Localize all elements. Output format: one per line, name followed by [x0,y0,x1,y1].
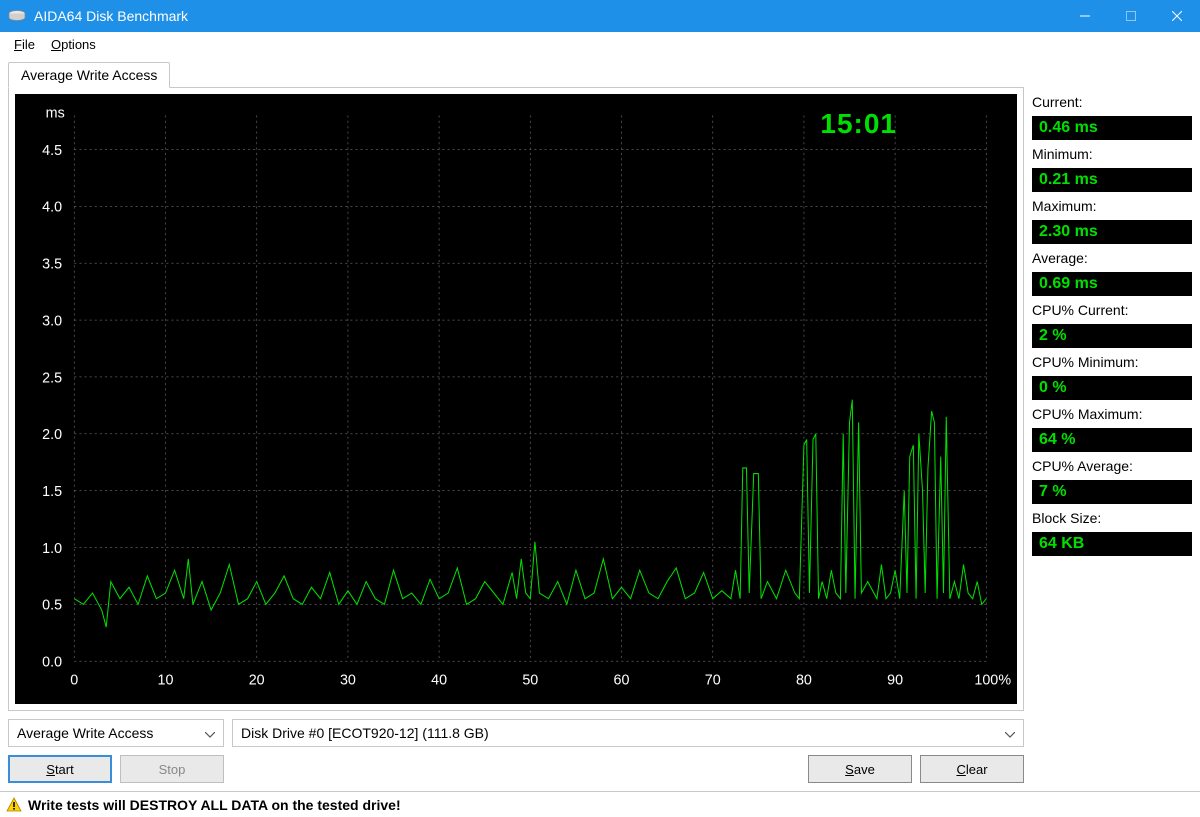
svg-text:3.5: 3.5 [42,256,62,272]
svg-text:0: 0 [70,672,78,688]
svg-text:0.5: 0.5 [42,597,62,613]
svg-text:90: 90 [887,672,903,688]
window-title: AIDA64 Disk Benchmark [34,8,188,24]
stat-cpu-maximum-value: 64 % [1032,428,1192,452]
svg-text:100: 100 [974,672,998,688]
svg-text:50: 50 [522,672,538,688]
stat-cpu-minimum-label: CPU% Minimum: [1032,354,1192,370]
stat-current-label: Current: [1032,94,1192,110]
clear-button[interactable]: Clear [920,755,1024,783]
stat-minimum-value: 0.21 ms [1032,168,1192,192]
tabstrip: Average Write Access [8,62,1024,88]
svg-text:30: 30 [340,672,356,688]
svg-text:4.5: 4.5 [42,143,62,159]
stat-cpu-maximum-label: CPU% Maximum: [1032,406,1192,422]
svg-text:0.0: 0.0 [42,654,62,670]
chevron-down-icon [1005,725,1015,741]
menubar: File Options [0,32,1200,56]
buttons-row: Start Stop Save Clear [8,755,1024,783]
stat-cpu-average-label: CPU% Average: [1032,458,1192,474]
test-select-value: Average Write Access [17,725,153,741]
svg-text:20: 20 [249,672,265,688]
stat-average-label: Average: [1032,250,1192,266]
stat-block-size-label: Block Size: [1032,510,1192,526]
svg-text:80: 80 [796,672,812,688]
stop-button: Stop [120,755,224,783]
svg-text:1.0: 1.0 [42,541,62,557]
drive-select-value: Disk Drive #0 [ECOT920-12] (111.8 GB) [241,725,489,741]
warning-icon [6,797,22,813]
svg-text:1.5: 1.5 [42,484,62,500]
warning-bar: Write tests will DESTROY ALL DATA on the… [0,791,1200,817]
svg-text:%: % [998,672,1011,688]
test-select[interactable]: Average Write Access [8,719,224,747]
stat-cpu-current-value: 2 % [1032,324,1192,348]
titlebar: AIDA64 Disk Benchmark [0,0,1200,32]
svg-text:10: 10 [158,672,174,688]
close-button[interactable] [1154,0,1200,32]
svg-text:2.5: 2.5 [42,370,62,386]
app-icon [8,9,26,23]
svg-text:3.0: 3.0 [42,313,62,329]
minimize-button[interactable] [1062,0,1108,32]
menu-options[interactable]: Options [45,35,102,54]
stat-cpu-current-label: CPU% Current: [1032,302,1192,318]
maximize-button[interactable] [1108,0,1154,32]
svg-text:60: 60 [614,672,630,688]
content-area: Average Write Access ms 0.0 0.5 1.0 1.5 2.0 2.… [0,56,1200,791]
svg-text:40: 40 [431,672,447,688]
stat-maximum-value: 2.30 ms [1032,220,1192,244]
save-button[interactable]: Save [808,755,912,783]
stat-average-value: 0.69 ms [1032,272,1192,296]
svg-text:2.0: 2.0 [42,427,62,443]
stat-block-size-value: 64 KB [1032,532,1192,556]
chevron-down-icon [205,725,215,741]
stat-cpu-average-value: 7 % [1032,480,1192,504]
stat-current-value: 0.46 ms [1032,116,1192,140]
stat-cpu-minimum-value: 0 % [1032,376,1192,400]
tab-average-write-access[interactable]: Average Write Access [8,62,170,88]
stat-maximum-label: Maximum: [1032,198,1192,214]
drive-select[interactable]: Disk Drive #0 [ECOT920-12] (111.8 GB) [232,719,1024,747]
menu-file[interactable]: File [8,35,41,54]
chart-area: ms 0.0 0.5 1.0 1.5 2.0 2.5 3.0 3.5 4.0 4.5 0 10 20 30 4… [15,94,1017,704]
controls-row: Average Write Access Disk Drive #0 [ECOT… [8,719,1024,747]
svg-text:70: 70 [705,672,721,688]
svg-text:ms: ms [46,105,65,121]
stats-sidebar: Current: 0.46 ms Minimum: 0.21 ms Maximu… [1032,62,1192,791]
stat-minimum-label: Minimum: [1032,146,1192,162]
svg-text:4.0: 4.0 [42,199,62,215]
chart-panel: ms 0.0 0.5 1.0 1.5 2.0 2.5 3.0 3.5 4.0 4.5 0 10 20 30 4… [8,87,1024,711]
start-button[interactable]: Start [8,755,112,783]
chart-clock: 15:01 [820,108,897,140]
warning-text: Write tests will DESTROY ALL DATA on the… [28,797,401,813]
